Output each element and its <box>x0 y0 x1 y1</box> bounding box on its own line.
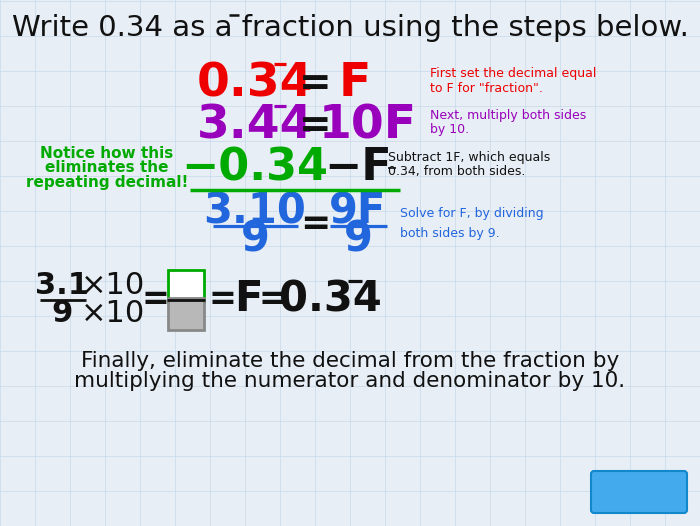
Text: =: = <box>141 282 169 316</box>
Text: 9: 9 <box>51 299 73 329</box>
Text: 0.34: 0.34 <box>197 62 314 106</box>
Text: 9F: 9F <box>329 191 386 233</box>
Text: ×10: ×10 <box>81 299 145 329</box>
Text: multiplying the numerator and denominator by 10.: multiplying the numerator and denominato… <box>74 371 626 391</box>
Text: F: F <box>234 278 262 320</box>
Text: ×10: ×10 <box>81 271 145 300</box>
Text: to F for "fraction".: to F for "fraction". <box>430 82 543 95</box>
Text: =: = <box>300 207 330 241</box>
Text: −F: −F <box>324 147 392 189</box>
Text: 10F: 10F <box>319 104 417 148</box>
Text: 0.34, from both sides.: 0.34, from both sides. <box>388 166 526 178</box>
Text: Subtract 1F, which equals: Subtract 1F, which equals <box>388 151 550 165</box>
Text: [?]: [?] <box>172 277 201 296</box>
Text: repeating decimal!: repeating decimal! <box>26 175 188 189</box>
Text: F: F <box>339 62 371 106</box>
FancyBboxPatch shape <box>168 298 204 330</box>
Text: First set the decimal equal: First set the decimal equal <box>430 67 596 80</box>
Text: 3.1: 3.1 <box>35 271 89 300</box>
Text: eliminates the: eliminates the <box>46 160 169 176</box>
Text: both sides by 9.: both sides by 9. <box>400 228 500 240</box>
Text: 9: 9 <box>241 219 270 261</box>
FancyBboxPatch shape <box>168 270 204 302</box>
Text: =: = <box>299 65 331 103</box>
Text: −0.34: −0.34 <box>181 147 328 189</box>
FancyBboxPatch shape <box>591 471 687 513</box>
Text: =: = <box>299 107 331 145</box>
Text: Notice how this: Notice how this <box>41 147 174 161</box>
Text: 3.10: 3.10 <box>204 191 307 233</box>
Text: by 10.: by 10. <box>430 124 469 137</box>
Text: Write 0.34 as a fraction using the steps below.: Write 0.34 as a fraction using the steps… <box>12 14 688 42</box>
Text: 9: 9 <box>344 219 372 261</box>
Text: 3.44: 3.44 <box>197 104 314 148</box>
Text: Enter: Enter <box>609 482 668 501</box>
Text: Finally, eliminate the decimal from the fraction by: Finally, eliminate the decimal from the … <box>81 351 619 371</box>
Text: 0.34: 0.34 <box>279 278 382 320</box>
Text: Solve for F, by dividing: Solve for F, by dividing <box>400 207 544 220</box>
Text: Next, multiply both sides: Next, multiply both sides <box>430 109 587 123</box>
Text: =: = <box>208 282 236 316</box>
Text: =: = <box>258 282 286 316</box>
